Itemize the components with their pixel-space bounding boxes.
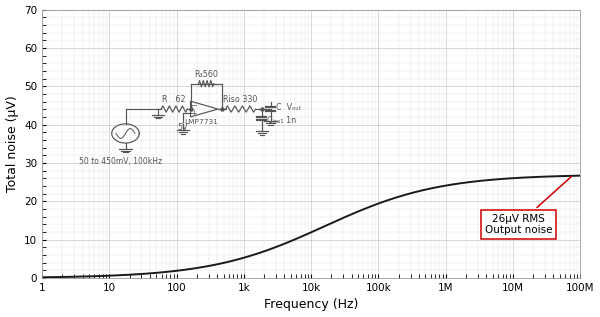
Text: R₃560: R₃560: [194, 70, 218, 79]
Y-axis label: Total noise (μV): Total noise (μV): [5, 95, 19, 192]
Text: 50 to 450mV, 100kHz: 50 to 450mV, 100kHz: [79, 157, 162, 166]
Text: 26μV RMS
Output noise: 26μV RMS Output noise: [485, 176, 572, 235]
Text: C  Vₒᵤₜ: C Vₒᵤₜ: [276, 103, 301, 112]
Text: −: −: [190, 101, 197, 111]
Text: Riso 330: Riso 330: [223, 95, 257, 104]
X-axis label: Frequency (Hz): Frequency (Hz): [264, 298, 358, 311]
Text: +: +: [190, 108, 197, 118]
Text: Cₗₒₐ₁ 1n: Cₗₒₐ₁ 1n: [267, 116, 296, 125]
Text: 5V: 5V: [178, 123, 188, 133]
Text: R 62: R 62: [163, 95, 186, 104]
Text: LMP7731: LMP7731: [184, 119, 218, 125]
